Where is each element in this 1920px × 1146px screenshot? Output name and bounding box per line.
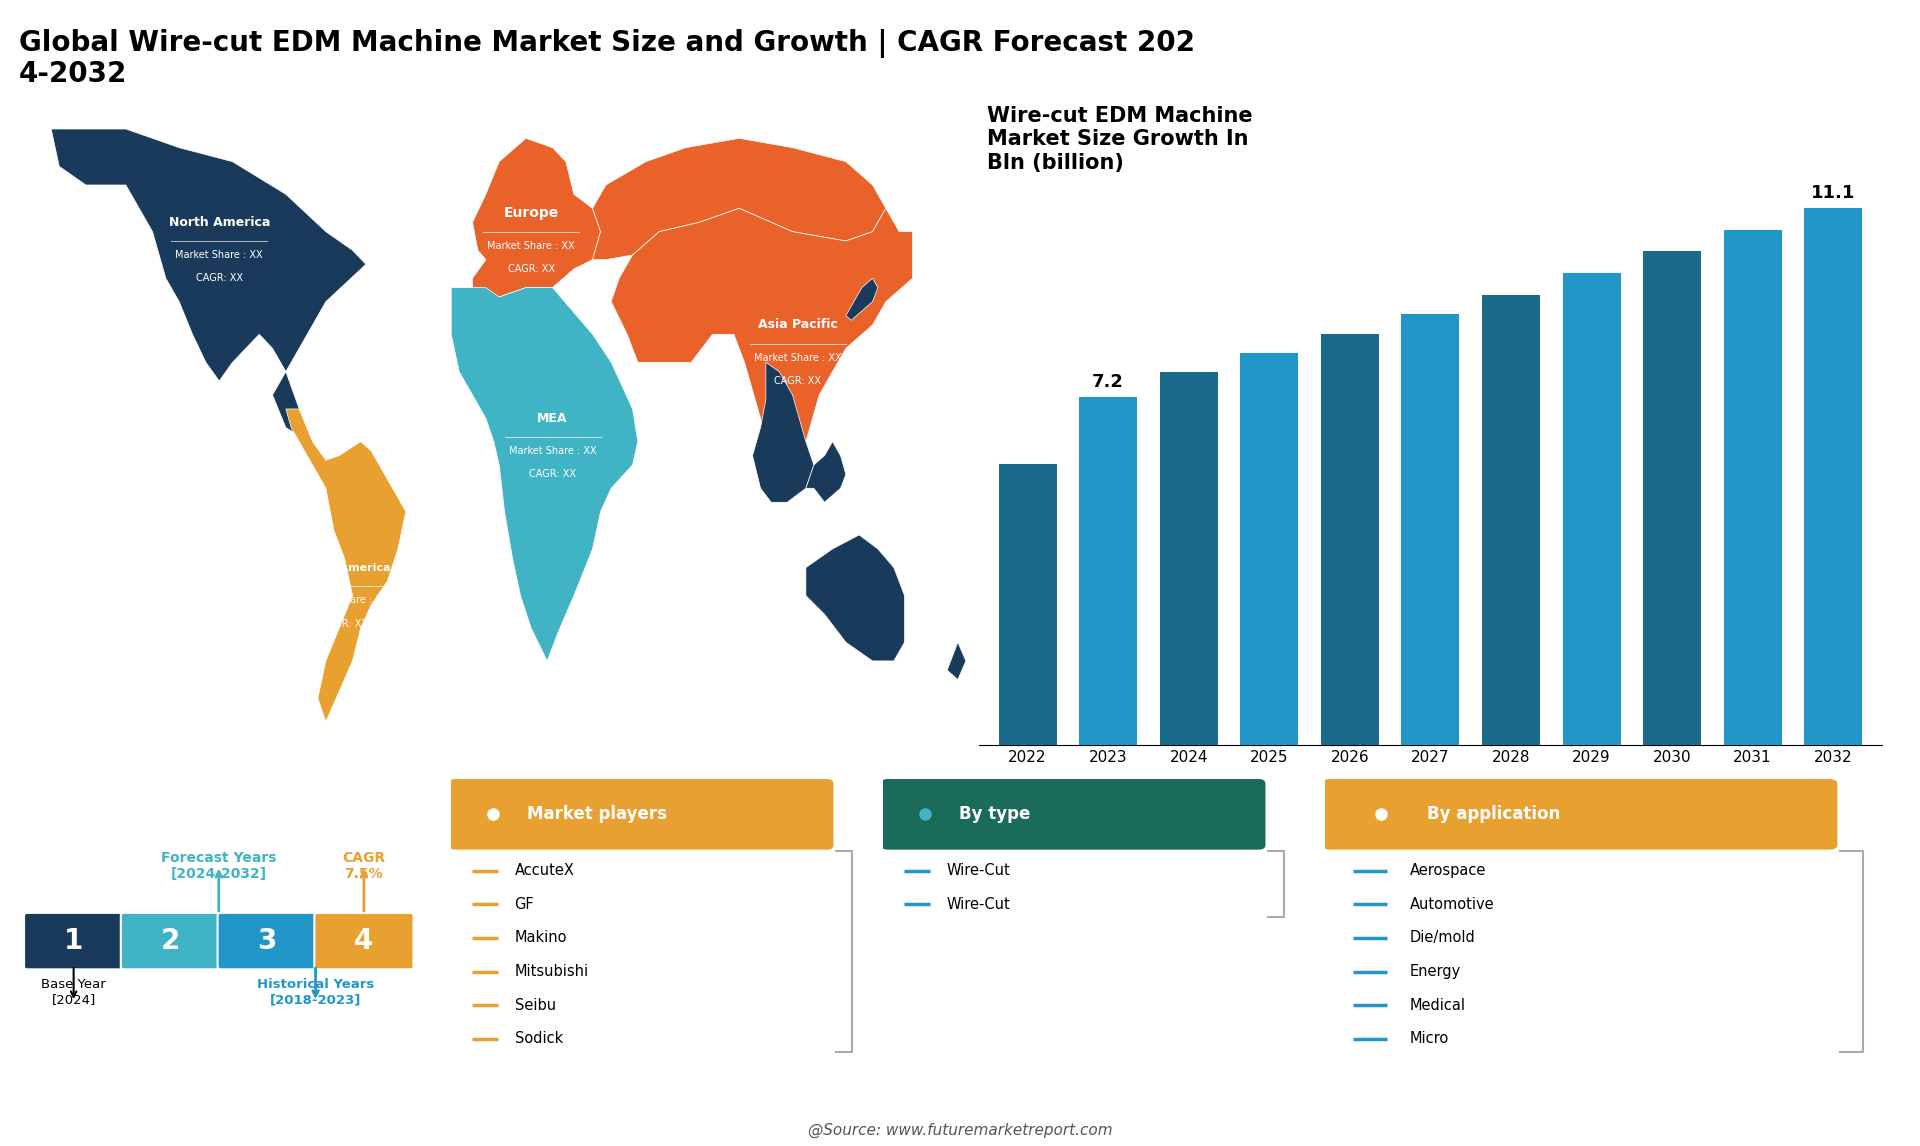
Text: @Source: www.futuremarketreport.com: @Source: www.futuremarketreport.com <box>808 1123 1112 1138</box>
Text: Market Share : XX: Market Share : XX <box>755 353 841 362</box>
Text: 11.1: 11.1 <box>1811 185 1855 202</box>
Polygon shape <box>451 288 637 661</box>
FancyBboxPatch shape <box>217 913 317 970</box>
Text: Mitsubishi: Mitsubishi <box>515 964 589 979</box>
Bar <box>998 464 1056 745</box>
Polygon shape <box>286 409 405 722</box>
Text: North America: North America <box>169 215 271 229</box>
Text: Europe: Europe <box>503 206 559 220</box>
Polygon shape <box>593 139 885 260</box>
Text: CAGR: XX: CAGR: XX <box>507 264 555 274</box>
Bar <box>1402 314 1459 745</box>
Polygon shape <box>753 362 814 502</box>
Text: Market players: Market players <box>528 806 668 823</box>
Bar <box>1240 353 1298 745</box>
Text: Global Wire-cut EDM Machine Market Size and Growth | CAGR Forecast 202: Global Wire-cut EDM Machine Market Size … <box>19 29 1194 57</box>
Text: Wire-Cut: Wire-Cut <box>947 896 1010 912</box>
Polygon shape <box>847 278 877 321</box>
Text: 7.2: 7.2 <box>1092 372 1123 391</box>
FancyBboxPatch shape <box>25 913 123 970</box>
Text: Micro: Micro <box>1409 1031 1450 1046</box>
Text: Forecast Years
[2024-2032]: Forecast Years [2024-2032] <box>161 851 276 881</box>
Text: AccuteX: AccuteX <box>515 863 574 878</box>
Text: Aerospace: Aerospace <box>1409 863 1486 878</box>
Text: Seibu: Seibu <box>515 998 555 1013</box>
Text: Market Share : XX: Market Share : XX <box>301 595 388 605</box>
Text: Medical: Medical <box>1409 998 1465 1013</box>
Text: Market Share : XX: Market Share : XX <box>488 241 574 251</box>
Text: 4: 4 <box>355 927 374 955</box>
Polygon shape <box>472 139 601 297</box>
Polygon shape <box>806 535 904 661</box>
Polygon shape <box>806 441 847 502</box>
Polygon shape <box>52 129 367 432</box>
Text: GF: GF <box>515 896 534 912</box>
Text: South America: South America <box>300 563 390 573</box>
Text: Automotive: Automotive <box>1409 896 1494 912</box>
Bar <box>1724 229 1782 745</box>
Bar <box>1079 397 1137 745</box>
Text: Makino: Makino <box>515 931 566 945</box>
Polygon shape <box>611 209 912 465</box>
Text: 3: 3 <box>257 927 276 955</box>
Text: By application: By application <box>1427 806 1561 823</box>
FancyBboxPatch shape <box>315 913 413 970</box>
Bar <box>1321 333 1379 745</box>
Bar <box>1644 251 1701 745</box>
Text: Market Share : XX: Market Share : XX <box>175 250 263 260</box>
Text: 2: 2 <box>161 927 180 955</box>
Bar <box>1563 273 1620 745</box>
FancyBboxPatch shape <box>121 913 221 970</box>
Text: 1: 1 <box>63 927 83 955</box>
Text: Base Year
[2024]: Base Year [2024] <box>40 978 106 1006</box>
Text: MEA: MEA <box>538 411 568 425</box>
Text: Market Share : XX: Market Share : XX <box>509 446 597 456</box>
Text: Energy: Energy <box>1409 964 1461 979</box>
Polygon shape <box>947 642 966 680</box>
Text: Die/mold: Die/mold <box>1409 931 1475 945</box>
Text: CAGR: XX: CAGR: XX <box>196 273 242 283</box>
Text: Wire-cut EDM Machine
Market Size Growth In
Bln (billion): Wire-cut EDM Machine Market Size Growth … <box>987 107 1254 173</box>
Bar <box>1160 372 1217 745</box>
Bar <box>1482 295 1540 745</box>
Text: By type: By type <box>960 806 1031 823</box>
Bar <box>1805 207 1862 745</box>
Text: CAGR
7.5%: CAGR 7.5% <box>342 851 386 881</box>
Text: CAGR: XX: CAGR: XX <box>321 619 369 629</box>
FancyBboxPatch shape <box>449 779 833 849</box>
Text: CAGR: XX: CAGR: XX <box>530 469 576 479</box>
Text: CAGR: XX: CAGR: XX <box>774 376 822 386</box>
Text: Historical Years
[2018-2023]: Historical Years [2018-2023] <box>257 978 374 1006</box>
Text: Sodick: Sodick <box>515 1031 563 1046</box>
FancyBboxPatch shape <box>1323 779 1837 849</box>
Text: Wire-Cut: Wire-Cut <box>947 863 1010 878</box>
Text: 4-2032: 4-2032 <box>19 60 127 87</box>
FancyBboxPatch shape <box>881 779 1265 849</box>
Text: Asia Pacific: Asia Pacific <box>758 319 837 331</box>
